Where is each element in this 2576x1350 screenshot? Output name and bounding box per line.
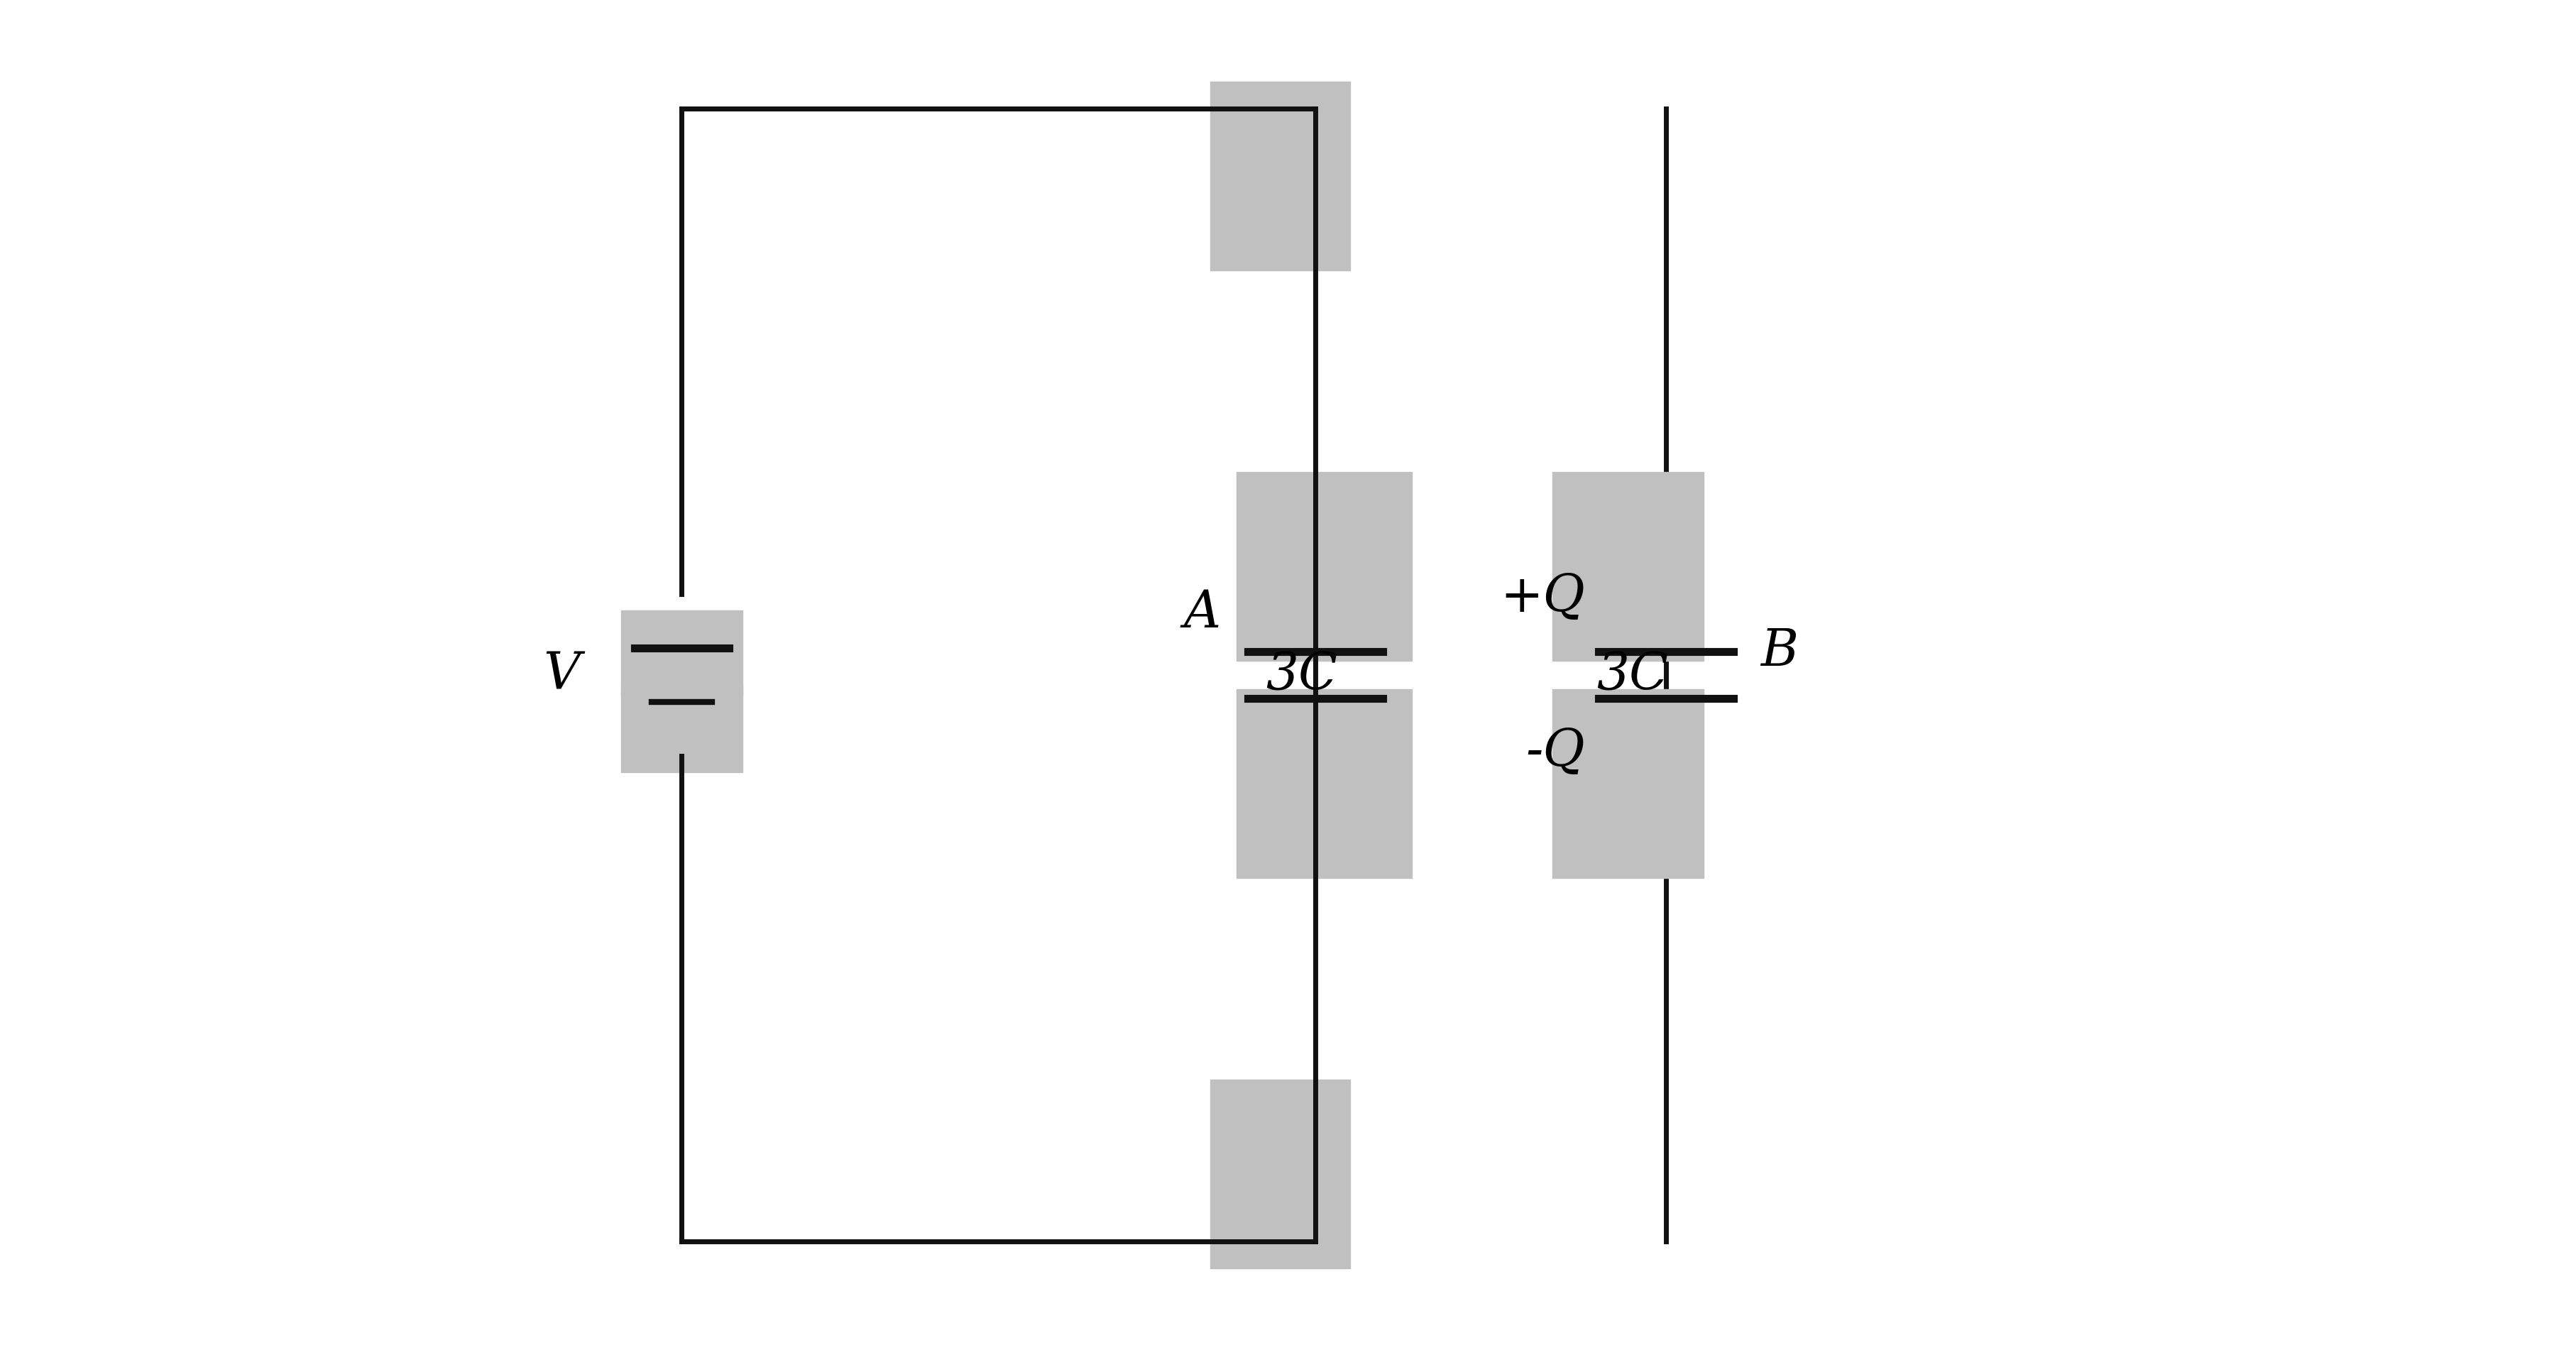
Bar [1553, 688, 1703, 878]
Text: +Q: +Q [1499, 572, 1584, 622]
Bar [1211, 1080, 1350, 1268]
Bar [1211, 82, 1350, 270]
Text: 3C: 3C [1265, 649, 1337, 701]
Bar [621, 686, 742, 772]
Text: -Q: -Q [1525, 728, 1584, 778]
Bar [621, 610, 742, 697]
Text: B: B [1759, 626, 1798, 676]
Text: 3C: 3C [1595, 649, 1667, 701]
Text: A: A [1182, 587, 1221, 639]
Text: V: V [544, 649, 580, 701]
Bar [1236, 472, 1412, 662]
Bar [1553, 472, 1703, 662]
Bar [1236, 688, 1412, 878]
